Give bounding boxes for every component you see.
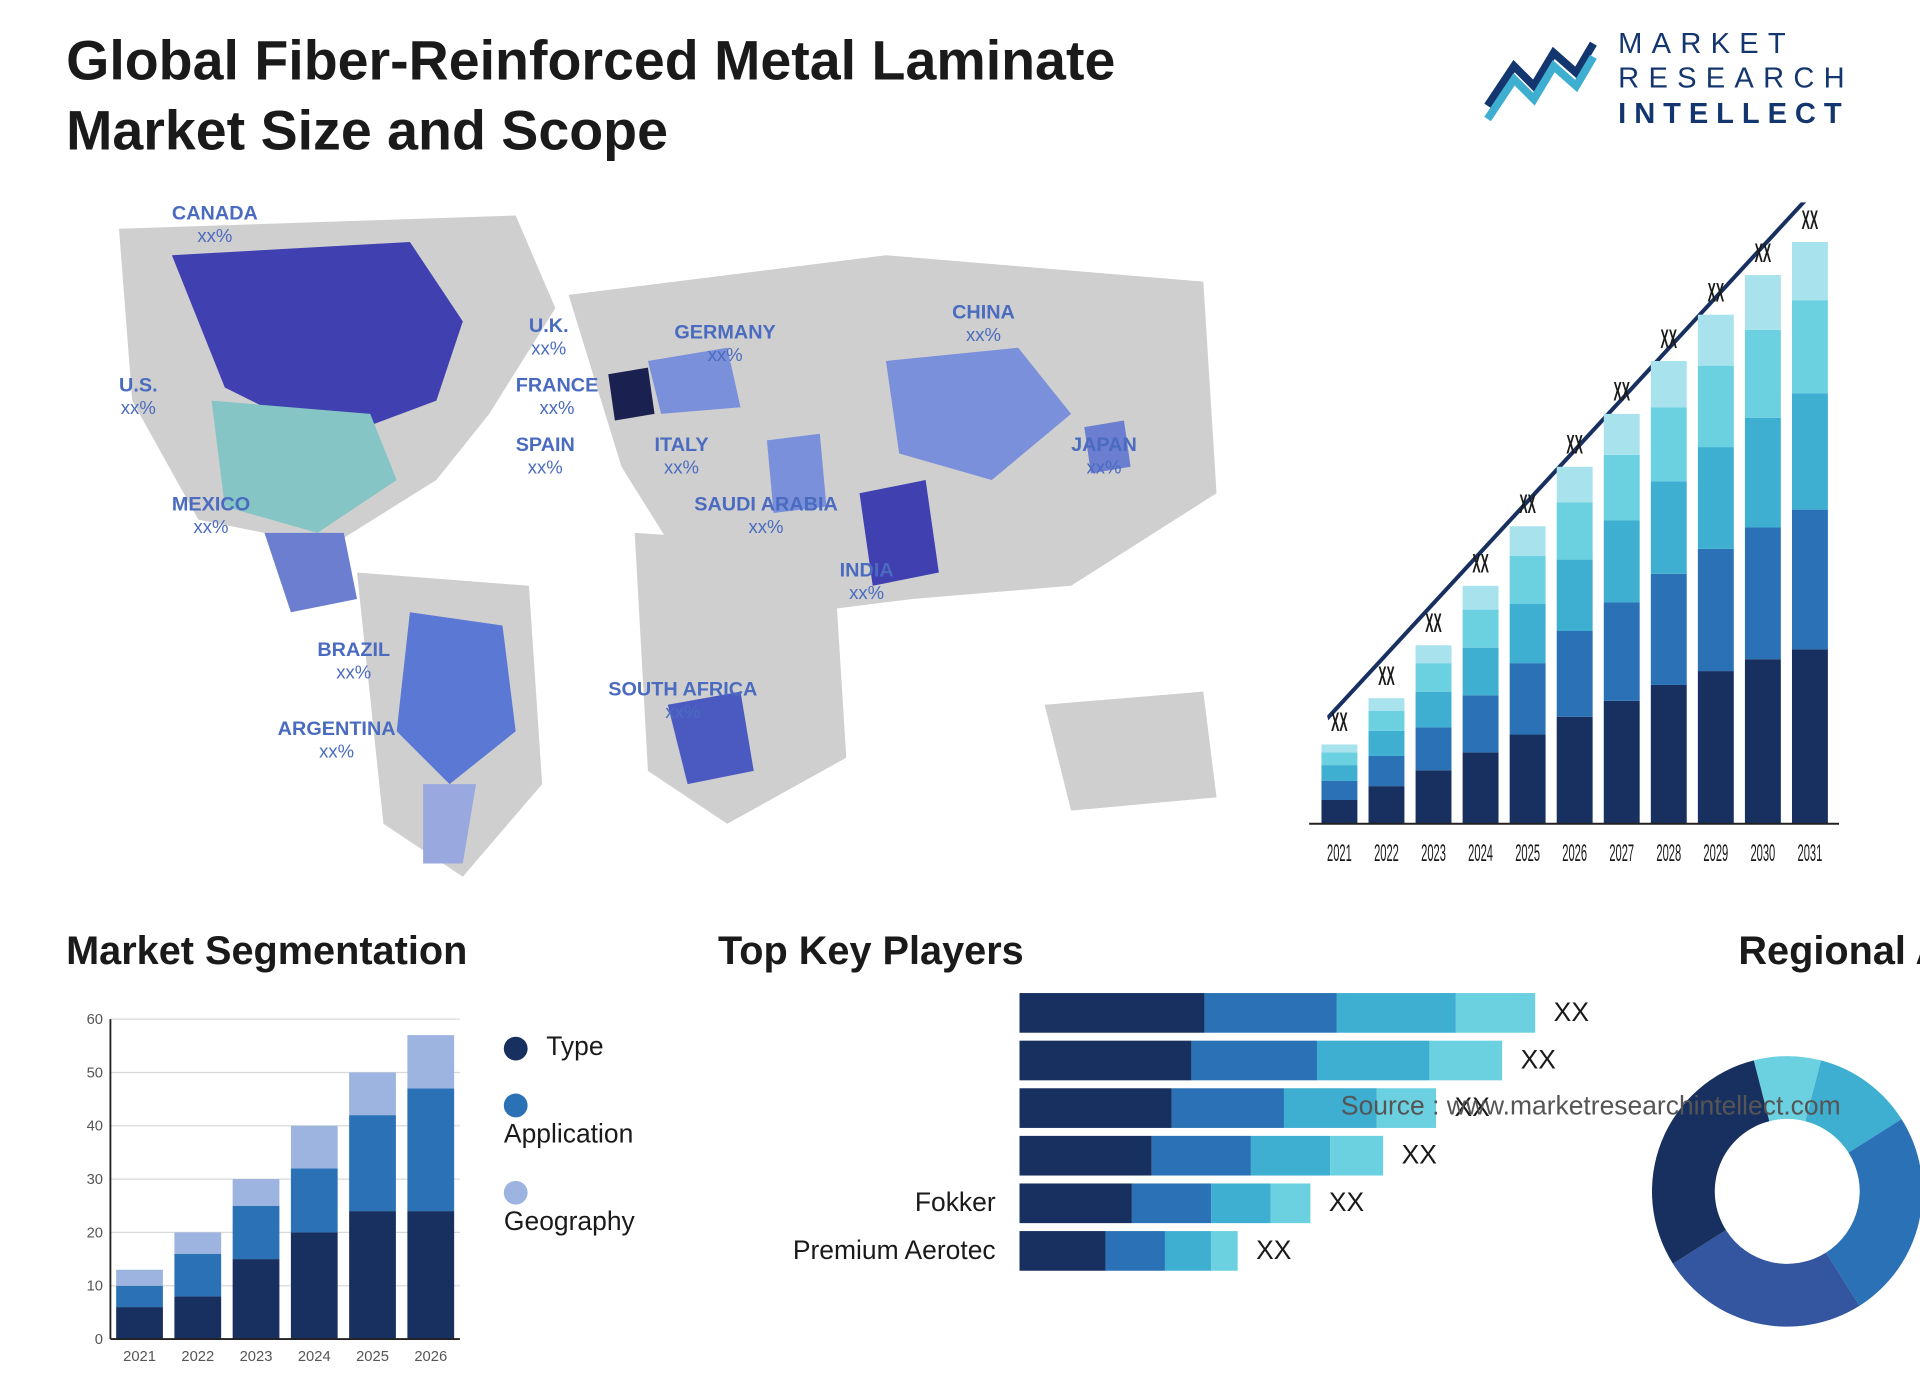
map-label-china: CHINAxx% xyxy=(952,301,1015,345)
seg-legend-item: Application xyxy=(504,1090,665,1151)
player-row: XX xyxy=(718,993,1589,1033)
svg-text:2021: 2021 xyxy=(1327,839,1352,866)
brand-line2: RESEARCH xyxy=(1618,61,1854,96)
map-label-south-africa: SOUTH AFRICAxx% xyxy=(608,678,757,722)
map-label-germany: GERMANYxx% xyxy=(674,321,775,365)
players-title: Top Key Players xyxy=(718,930,1589,975)
map-label-france: FRANCExx% xyxy=(516,374,599,418)
map-label-canada: CANADAxx% xyxy=(172,202,258,246)
map-label-japan: JAPANxx% xyxy=(1071,434,1137,478)
player-value: XX xyxy=(1256,1236,1291,1266)
map-label-brazil: BRAZILxx% xyxy=(317,639,390,683)
svg-text:20: 20 xyxy=(87,1225,103,1241)
svg-text:XX: XX xyxy=(1613,378,1630,407)
svg-text:2022: 2022 xyxy=(181,1349,214,1365)
svg-text:2030: 2030 xyxy=(1750,839,1775,866)
svg-text:XX: XX xyxy=(1802,206,1819,235)
svg-text:2021: 2021 xyxy=(123,1349,156,1365)
seg-legend-item: Geography xyxy=(504,1177,665,1238)
svg-text:XX: XX xyxy=(1472,550,1489,579)
svg-text:2025: 2025 xyxy=(356,1349,389,1365)
svg-text:2026: 2026 xyxy=(414,1349,447,1365)
map-label-mexico: MEXICOxx% xyxy=(172,493,250,537)
svg-text:XX: XX xyxy=(1331,708,1348,737)
map-label-u.k.: U.K.xx% xyxy=(529,315,569,359)
svg-text:2023: 2023 xyxy=(240,1349,273,1365)
svg-text:2028: 2028 xyxy=(1656,839,1681,866)
map-label-italy: ITALYxx% xyxy=(655,434,709,478)
player-row: XX xyxy=(718,1136,1589,1176)
growth-chart: XX 2021 XX 2022 XX 2023 XX 2024 XX 2025 XX 2026 XX 20… xyxy=(1309,202,1854,890)
svg-text:2025: 2025 xyxy=(1515,839,1540,866)
svg-text:2026: 2026 xyxy=(1562,839,1587,866)
svg-text:XX: XX xyxy=(1755,239,1772,268)
player-row: Fokker XX xyxy=(718,1183,1589,1223)
svg-text:XX: XX xyxy=(1566,430,1583,459)
world-map: CANADAxx% U.S.xx% MEXICOxx% BRAZILxx% ARGENT… xyxy=(66,202,1256,890)
svg-text:XX: XX xyxy=(1708,278,1725,307)
svg-text:XX: XX xyxy=(1519,490,1536,519)
svg-text:XX: XX xyxy=(1661,325,1678,354)
svg-text:40: 40 xyxy=(87,1119,103,1135)
source-text: Source : www.marketresearchintellect.com xyxy=(1341,1092,1841,1122)
svg-text:2024: 2024 xyxy=(298,1349,331,1365)
svg-text:10: 10 xyxy=(87,1279,103,1295)
player-value: XX xyxy=(1402,1140,1437,1170)
svg-text:2029: 2029 xyxy=(1703,839,1728,866)
brand-line1: MARKET xyxy=(1618,26,1854,61)
players-chart: XXXXXXXXFokkerXXPremium AerotecXX xyxy=(718,993,1589,1271)
regional-donut xyxy=(1642,993,1920,1390)
page-title: Global Fiber-Reinforced Metal Laminate M… xyxy=(66,26,1256,165)
svg-text:2024: 2024 xyxy=(1468,839,1493,866)
svg-text:2031: 2031 xyxy=(1798,839,1823,866)
svg-text:XX: XX xyxy=(1425,609,1442,638)
map-label-argentina: ARGENTINAxx% xyxy=(278,718,396,762)
player-value: XX xyxy=(1554,998,1589,1028)
seg-legend-item: Type xyxy=(504,1033,665,1063)
regional-section: Regional Analysis Latin AmericaMiddle Ea… xyxy=(1642,930,1920,1390)
svg-text:2022: 2022 xyxy=(1374,839,1399,866)
svg-text:XX: XX xyxy=(1378,662,1395,691)
svg-text:2023: 2023 xyxy=(1421,839,1446,866)
brand-line3: INTELLECT xyxy=(1618,96,1854,131)
segmentation-chart: 0 10 20 30 40 50 60 2021 2022 2023 2024 2025 2026 xyxy=(66,993,472,1390)
regional-title: Regional Analysis xyxy=(1642,930,1920,975)
players-section: Top Key Players XXXXXXXXFokkerXXPremium … xyxy=(718,930,1589,1390)
map-label-spain: SPAINxx% xyxy=(516,434,575,478)
brand-logo: MARKET RESEARCH INTELLECT xyxy=(1481,26,1854,131)
segmentation-title: Market Segmentation xyxy=(66,930,665,975)
segmentation-section: Market Segmentation 0 10 20 30 40 50 60 2021 202… xyxy=(66,930,665,1390)
svg-text:2027: 2027 xyxy=(1609,839,1634,866)
map-label-saudi-arabia: SAUDI ARABIAxx% xyxy=(694,493,838,537)
svg-text:50: 50 xyxy=(87,1065,103,1081)
player-label: Premium Aerotec xyxy=(718,1236,996,1266)
svg-text:0: 0 xyxy=(95,1332,103,1348)
player-value: XX xyxy=(1521,1045,1556,1075)
player-row: XX xyxy=(718,1041,1589,1081)
map-label-u.s.: U.S.xx% xyxy=(119,374,158,418)
svg-text:30: 30 xyxy=(87,1172,103,1188)
segmentation-legend: Type Application Geography xyxy=(504,993,665,1390)
player-row: Premium Aerotec XX xyxy=(718,1231,1589,1271)
player-label: Fokker xyxy=(718,1188,996,1218)
map-label-india: INDIAxx% xyxy=(840,559,894,603)
svg-text:60: 60 xyxy=(87,1012,103,1028)
brand-mark-icon xyxy=(1481,33,1600,126)
player-value: XX xyxy=(1329,1188,1364,1218)
